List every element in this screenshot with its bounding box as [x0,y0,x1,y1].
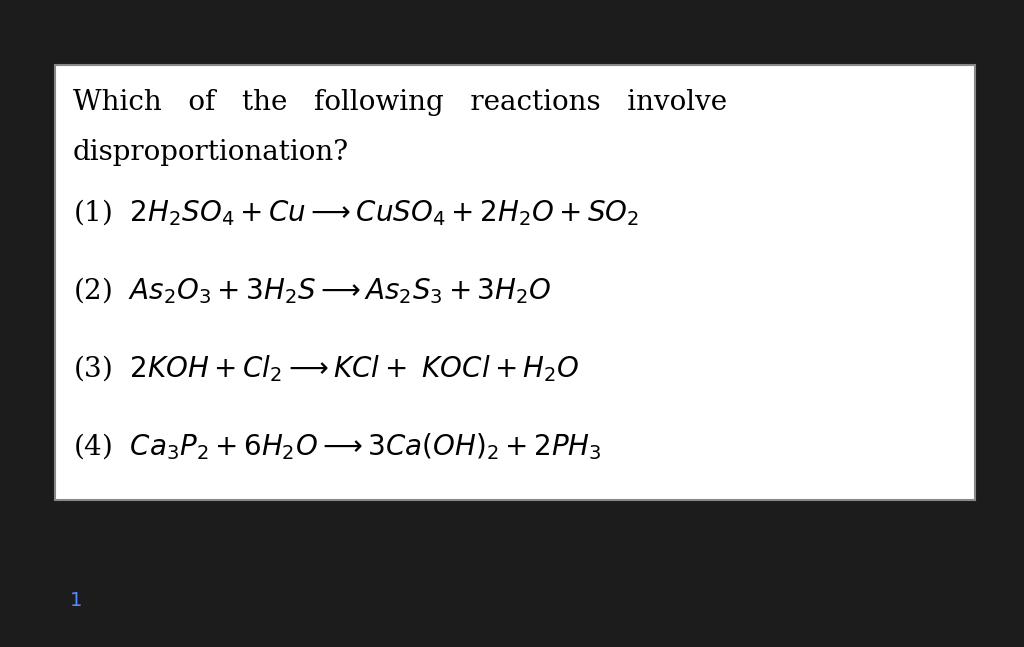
Text: 1: 1 [70,591,82,609]
Text: disproportionation?: disproportionation? [73,140,349,166]
Text: Which   of   the   following   reactions   involve: Which of the following reactions involve [73,89,727,116]
Text: (4)  $Ca_3P_2 + 6H_2O \longrightarrow 3Ca(OH)_2 +2PH_3$: (4) $Ca_3P_2 + 6H_2O \longrightarrow 3Ca… [73,432,601,463]
Text: (2)  $As_2O_3 + 3H_2S \longrightarrow As_2S_3 + 3H_2O$: (2) $As_2O_3 + 3H_2S \longrightarrow As_… [73,276,551,306]
Text: (1)  $2H_2SO_4 + Cu \longrightarrow CuSO_4 + 2H_2O + SO_2$: (1) $2H_2SO_4 + Cu \longrightarrow CuSO_… [73,198,639,228]
Bar [55,65,975,500]
Text: (3)  $2KOH + Cl_2 \longrightarrow KCl +\ KOCl + H_2O$: (3) $2KOH + Cl_2 \longrightarrow KCl +\ … [73,354,580,384]
